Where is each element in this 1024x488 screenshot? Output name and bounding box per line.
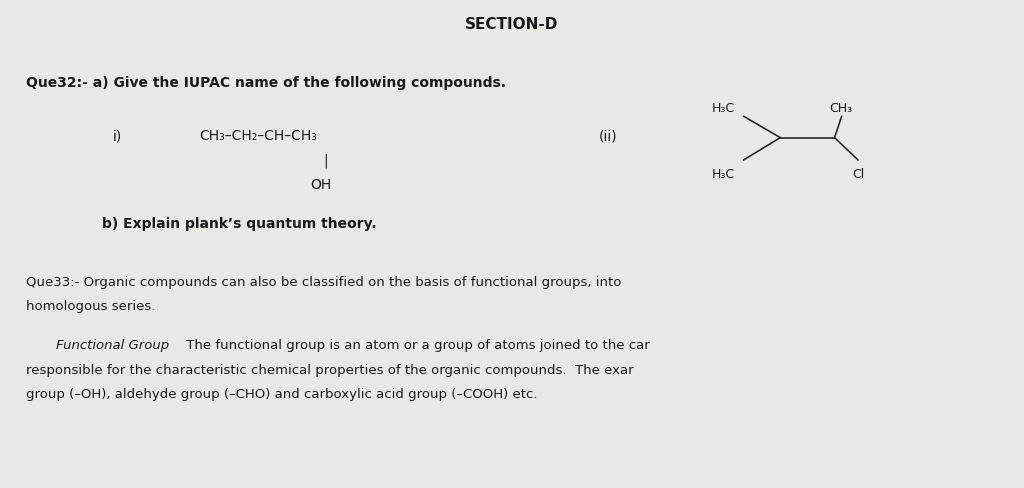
Text: OH: OH — [310, 178, 331, 192]
Text: (ii): (ii) — [599, 129, 617, 143]
Text: homologous series.: homologous series. — [26, 300, 155, 313]
Text: The functional group is an atom or a group of atoms joined to the car: The functional group is an atom or a gro… — [182, 339, 650, 352]
Text: H₃C: H₃C — [712, 168, 735, 182]
Text: Que32:- a) Give the IUPAC name of the following compounds.: Que32:- a) Give the IUPAC name of the fo… — [26, 76, 506, 90]
Text: group (–OH), aldehyde group (–CHO) and carboxylic acid group (–COOH) etc.: group (–OH), aldehyde group (–CHO) and c… — [26, 388, 538, 401]
Text: Functional Group: Functional Group — [56, 339, 169, 352]
Text: responsible for the characteristic chemical properties of the organic compounds.: responsible for the characteristic chemi… — [26, 364, 633, 377]
Text: b) Explain plank’s quantum theory.: b) Explain plank’s quantum theory. — [102, 217, 377, 231]
Text: H₃C: H₃C — [712, 102, 735, 116]
Text: CH₃–CH₂–CH–CH₃: CH₃–CH₂–CH–CH₃ — [200, 129, 317, 143]
Text: CH₃: CH₃ — [829, 102, 853, 116]
Text: SECTION-D: SECTION-D — [465, 17, 559, 32]
Text: |: | — [324, 154, 328, 168]
Text: Cl: Cl — [852, 168, 864, 182]
Text: i): i) — [113, 129, 122, 143]
Text: Que33:- Organic compounds can also be classified on the basis of functional grou: Que33:- Organic compounds can also be cl… — [26, 276, 621, 289]
